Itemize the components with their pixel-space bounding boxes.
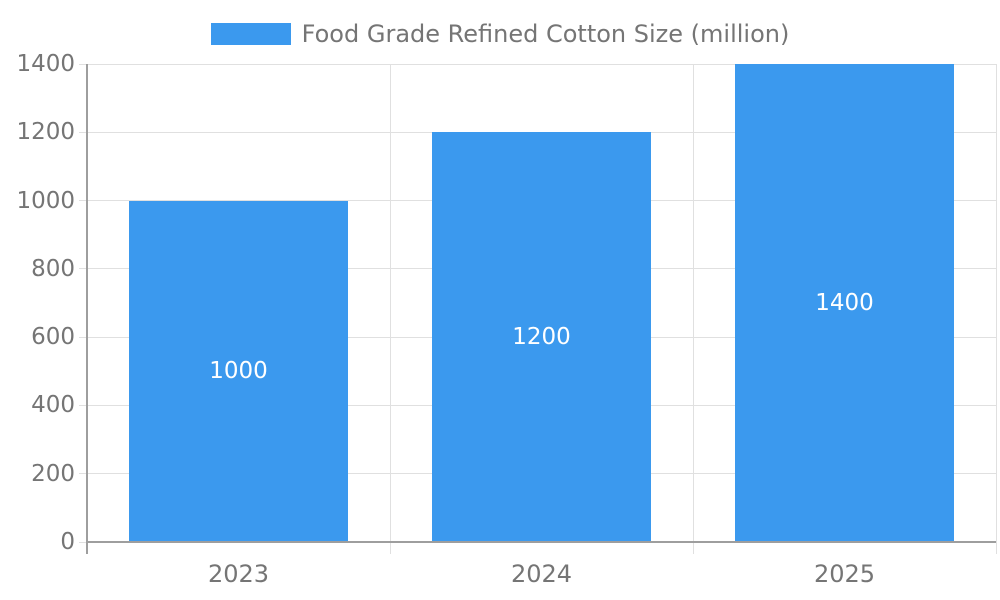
y-tick-label: 0 xyxy=(60,529,75,555)
legend-swatch-icon xyxy=(210,23,291,45)
x-gridline xyxy=(692,64,694,554)
y-axis-line xyxy=(86,64,88,554)
x-tick-label: 2024 xyxy=(510,560,573,588)
y-tick-label: 600 xyxy=(31,324,75,351)
x-axis-line xyxy=(87,541,996,543)
legend-label: Food Grade Refined Cotton Size (million) xyxy=(301,20,790,48)
legend: Food Grade Refined Cotton Size (million) xyxy=(0,21,1000,47)
y-gridline xyxy=(79,63,996,65)
plot-area: 1000 1200 1400 xyxy=(79,63,997,554)
bar-value-label: 1200 xyxy=(512,324,571,351)
bar-2025 xyxy=(735,64,954,542)
x-gridline xyxy=(995,64,997,554)
x-tick-label: 2025 xyxy=(813,560,876,588)
bar-2023 xyxy=(129,200,348,542)
y-tick-label: 400 xyxy=(31,392,75,419)
legend-item[interactable]: Food Grade Refined Cotton Size (million) xyxy=(210,20,790,48)
bar-value-label: 1400 xyxy=(815,290,874,316)
y-tick-label: 800 xyxy=(31,255,75,282)
bar-2024 xyxy=(432,132,651,542)
y-tick-label: 1200 xyxy=(16,119,75,146)
y-tick-label: 1000 xyxy=(16,187,75,214)
y-tick-label: 1400 xyxy=(16,51,75,77)
x-gridline xyxy=(389,64,391,554)
bars-layer: 1000 1200 1400 xyxy=(87,64,996,542)
bar-value-label: 1000 xyxy=(209,358,268,385)
x-tick-label: 2023 xyxy=(207,560,270,588)
axes-layer xyxy=(86,64,996,554)
y-tick-label: 200 xyxy=(31,460,75,487)
